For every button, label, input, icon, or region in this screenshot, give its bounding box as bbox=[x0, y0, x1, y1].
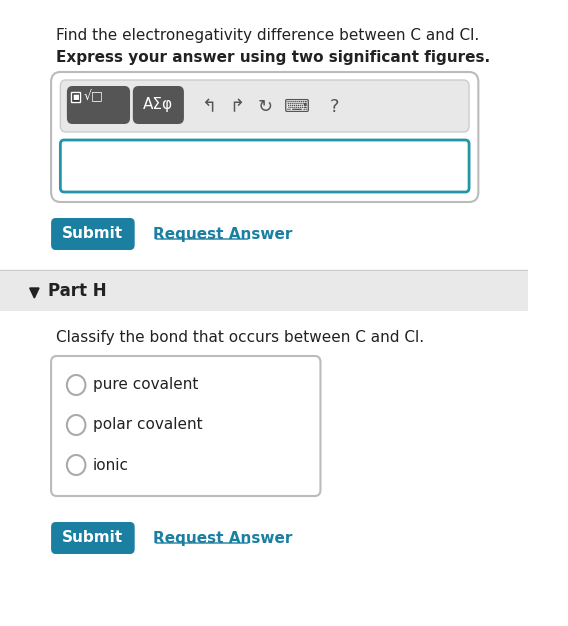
Text: ionic: ionic bbox=[93, 458, 129, 473]
Text: polar covalent: polar covalent bbox=[93, 418, 203, 433]
Text: Submit: Submit bbox=[62, 227, 123, 242]
Circle shape bbox=[67, 415, 85, 435]
Text: ↻: ↻ bbox=[257, 98, 272, 116]
FancyBboxPatch shape bbox=[51, 218, 135, 250]
FancyBboxPatch shape bbox=[60, 80, 469, 132]
Text: ?: ? bbox=[329, 98, 339, 116]
Text: Express your answer using two significant figures.: Express your answer using two significan… bbox=[56, 50, 490, 65]
Circle shape bbox=[67, 375, 85, 395]
Text: Request Answer: Request Answer bbox=[153, 530, 293, 545]
Text: ↱: ↱ bbox=[229, 98, 244, 116]
Text: √□: √□ bbox=[83, 91, 103, 103]
Text: Part H: Part H bbox=[48, 282, 107, 300]
Text: AΣφ: AΣφ bbox=[143, 98, 173, 113]
FancyBboxPatch shape bbox=[67, 86, 130, 124]
Text: Find the electronegativity difference between C and Cl.: Find the electronegativity difference be… bbox=[56, 28, 479, 43]
FancyBboxPatch shape bbox=[60, 140, 469, 192]
FancyBboxPatch shape bbox=[51, 356, 320, 496]
Text: ↰: ↰ bbox=[202, 98, 216, 116]
Polygon shape bbox=[30, 288, 39, 298]
FancyBboxPatch shape bbox=[133, 86, 184, 124]
Text: ⌨: ⌨ bbox=[284, 98, 310, 116]
Text: ■: ■ bbox=[73, 94, 80, 100]
Bar bbox=[0, 271, 528, 311]
FancyBboxPatch shape bbox=[51, 522, 135, 554]
Circle shape bbox=[67, 455, 85, 475]
Text: pure covalent: pure covalent bbox=[93, 377, 198, 393]
FancyBboxPatch shape bbox=[51, 72, 478, 202]
Text: Submit: Submit bbox=[62, 530, 123, 545]
Text: Classify the bond that occurs between C and Cl.: Classify the bond that occurs between C … bbox=[56, 330, 424, 345]
Bar bbox=[70, 92, 80, 102]
Text: Request Answer: Request Answer bbox=[153, 227, 293, 242]
